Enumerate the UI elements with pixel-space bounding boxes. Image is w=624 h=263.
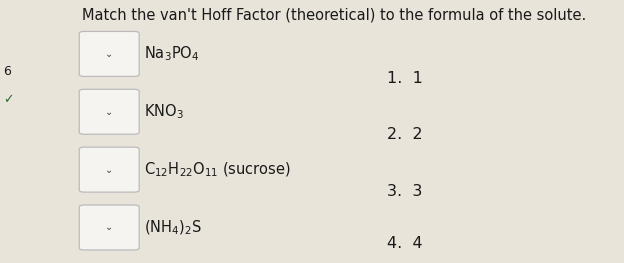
Text: C$_{12}$H$_{22}$O$_{11}$ (sucrose): C$_{12}$H$_{22}$O$_{11}$ (sucrose) [144,160,290,179]
Text: Na$_3$PO$_4$: Na$_3$PO$_4$ [144,44,199,63]
Text: (NH$_4$)$_2$S: (NH$_4$)$_2$S [144,218,201,237]
FancyBboxPatch shape [79,205,139,250]
Text: 1.  1: 1. 1 [387,71,422,87]
Text: 3.  3: 3. 3 [387,184,422,200]
Text: KNO$_3$: KNO$_3$ [144,102,183,121]
Text: Match the van't Hoff Factor (theoretical) to the formula of the solute.: Match the van't Hoff Factor (theoretical… [82,8,586,23]
Text: ⌄: ⌄ [105,107,114,117]
FancyBboxPatch shape [79,147,139,192]
Text: 4.  4: 4. 4 [387,236,422,251]
Text: ⌄: ⌄ [105,222,114,232]
Text: ✓: ✓ [3,93,14,107]
Text: ⌄: ⌄ [105,49,114,59]
Text: ⌄: ⌄ [105,165,114,175]
Text: 2.  2: 2. 2 [387,127,422,142]
FancyBboxPatch shape [79,31,139,76]
Text: 6: 6 [3,64,11,78]
FancyBboxPatch shape [79,89,139,134]
